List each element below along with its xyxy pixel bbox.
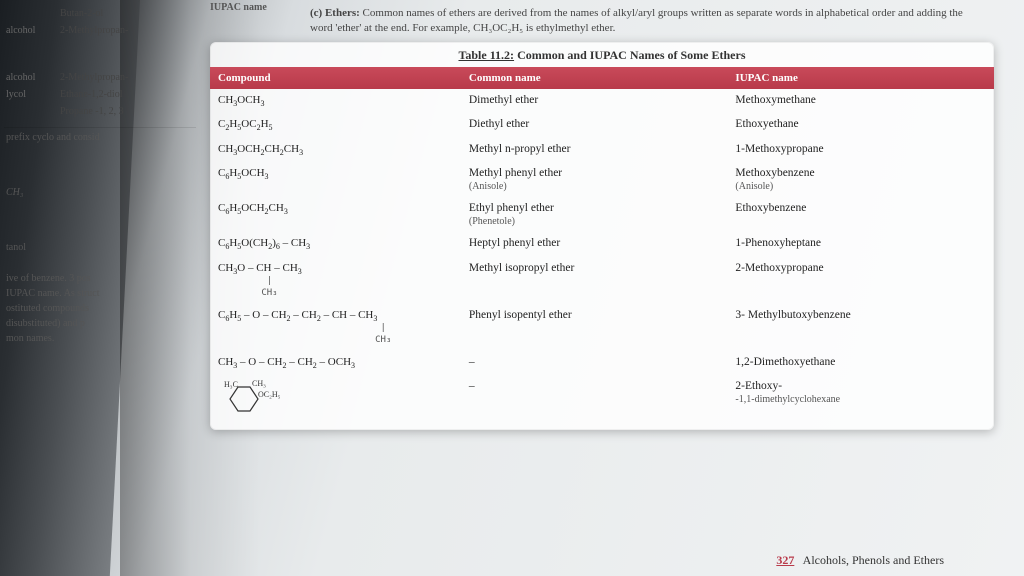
ethers-paragraph: (c) Ethers: Common names of ethers are d… xyxy=(210,6,994,36)
cell-compound: CH3OCH3 xyxy=(210,89,461,114)
cell-compound: C6H5OCH3 xyxy=(210,162,461,197)
margin-val-propane: Propane -1, 2, 3 xyxy=(56,106,196,117)
page-number: 327 xyxy=(776,553,794,567)
table-row: CH3OCH2CH2CH3Methyl n-propyl ether1-Meth… xyxy=(210,138,994,163)
cell-compound: CH3 – O – CH2 – CH2 – OCH3 xyxy=(210,351,461,376)
margin-block-prefix: prefix cyclo and consid xyxy=(4,127,196,147)
cell-common-name: Phenyl isopentyl ether xyxy=(461,304,728,351)
svg-text:OC₂H₅: OC₂H₅ xyxy=(258,390,281,399)
cell-iupac-name: Methoxybenzene(Anisole) xyxy=(727,162,994,197)
page-footer: 327 Alcohols, Phenols and Ethers xyxy=(776,553,944,568)
section-text: Common names of ethers are derived from … xyxy=(310,7,963,34)
table-row: H₃C CH₃ OC₂H₅ –2-Ethoxy--1,1-dimethylcycloh… xyxy=(210,375,994,429)
table-row: C2H5OC2H5Diethyl etherEthoxyethane xyxy=(210,113,994,138)
cell-common-name: Heptyl phenyl ether xyxy=(461,232,728,257)
margin-val-2methyl2: 2-Methylpropan- xyxy=(56,72,196,83)
cell-common-name: Methyl isopropyl ether xyxy=(461,257,728,304)
main-content: IUPAC name (c) Ethers: Common names of e… xyxy=(180,0,1004,576)
cell-compound: H₃C CH₃ OC₂H₅ xyxy=(210,375,461,429)
cell-compound: CH3O – CH – CH3 | CH₃ xyxy=(210,257,461,304)
cell-iupac-name: Ethoxybenzene xyxy=(727,197,994,232)
cell-iupac-name: 2-Methoxypropane xyxy=(727,257,994,304)
table-row: C6H5 – O – CH2 – CH2 – CH – CH3 | CH₃Phe… xyxy=(210,304,994,351)
margin-label-lycol: lycol xyxy=(4,89,56,100)
cell-common-name: Methyl phenyl ether(Anisole) xyxy=(461,162,728,197)
margin-val-ethane: Ethane-1,2-diol xyxy=(56,89,196,100)
ethers-table: Table 11.2: Common and IUPAC Names of So… xyxy=(210,42,994,430)
table-row: C6H5OCH3Methyl phenyl ether(Anisole)Meth… xyxy=(210,162,994,197)
cell-compound: CH3OCH2CH2CH3 xyxy=(210,138,461,163)
iupac-name-heading: IUPAC name xyxy=(210,2,267,13)
table-title: Table 11.2: Common and IUPAC Names of So… xyxy=(210,42,994,67)
cell-iupac-name: 1,2-Dimethoxyethane xyxy=(727,351,994,376)
th-compound: Compound xyxy=(210,67,461,89)
th-common: Common name xyxy=(461,67,728,89)
svg-text:CH₃: CH₃ xyxy=(252,379,266,388)
cell-compound: C6H5 – O – CH2 – CH2 – CH – CH3 | CH₃ xyxy=(210,304,461,351)
margin-val-2methyl1: 2-Methylpropan- xyxy=(56,25,196,36)
cell-iupac-name: 1-Phenoxyheptane xyxy=(727,232,994,257)
cell-compound: C6H5OCH2CH3 xyxy=(210,197,461,232)
table-title-prefix: Table 11.2: xyxy=(458,48,514,62)
table-row: C6H5O(CH2)6 – CH3Heptyl phenyl ether1-Ph… xyxy=(210,232,994,257)
cell-iupac-name: 2-Ethoxy--1,1-dimethylcyclohexane xyxy=(727,375,994,429)
table-row: C6H5OCH2CH3Ethyl phenyl ether(Phenetole)… xyxy=(210,197,994,232)
svg-text:H₃C: H₃C xyxy=(224,380,238,389)
cell-common-name: Diethyl ether xyxy=(461,113,728,138)
margin-block-tanol: tanol xyxy=(4,212,196,257)
th-iupac: IUPAC name xyxy=(727,67,994,89)
left-margin-column: Butan-2-ol alcohol 2-Methylpropan- alcoh… xyxy=(0,0,200,576)
cell-iupac-name: Methoxymethane xyxy=(727,89,994,114)
cell-iupac-name: Ethoxyethane xyxy=(727,113,994,138)
margin-block-ch3: CH₃ xyxy=(4,157,196,202)
margin-label-alcohol1: alcohol xyxy=(4,25,56,36)
cell-common-name: Methyl n-propyl ether xyxy=(461,138,728,163)
cell-common-name: – xyxy=(461,375,728,429)
table-row: CH3 – O – CH2 – CH2 – OCH3–1,2-Dimethoxy… xyxy=(210,351,994,376)
table-header-row: Compound Common name IUPAC name xyxy=(210,67,994,89)
section-label: (c) Ethers: xyxy=(310,7,360,19)
cell-compound: C2H5OC2H5 xyxy=(210,113,461,138)
cell-iupac-name: 1-Methoxypropane xyxy=(727,138,994,163)
footer-text: Alcohols, Phenols and Ethers xyxy=(803,553,944,567)
margin-val-butan: Butan-2-ol xyxy=(56,8,196,19)
margin-label-alcohol2: alcohol xyxy=(4,72,56,83)
cell-compound: C6H5O(CH2)6 – CH3 xyxy=(210,232,461,257)
cell-common-name: – xyxy=(461,351,728,376)
cell-iupac-name: 3- Methylbutoxybenzene xyxy=(727,304,994,351)
table-row: CH3O – CH – CH3 | CH₃Methyl isopropyl et… xyxy=(210,257,994,304)
cell-common-name: Dimethyl ether xyxy=(461,89,728,114)
margin-block-benzene: ive of benzene. 3 pos IUPAC name. As str… xyxy=(4,267,196,350)
cell-common-name: Ethyl phenyl ether(Phenetole) xyxy=(461,197,728,232)
table-body: CH3OCH3Dimethyl etherMethoxymethaneC2H5O… xyxy=(210,89,994,430)
table-title-rest: Common and IUPAC Names of Some Ethers xyxy=(517,48,745,62)
table-row: CH3OCH3Dimethyl etherMethoxymethane xyxy=(210,89,994,114)
